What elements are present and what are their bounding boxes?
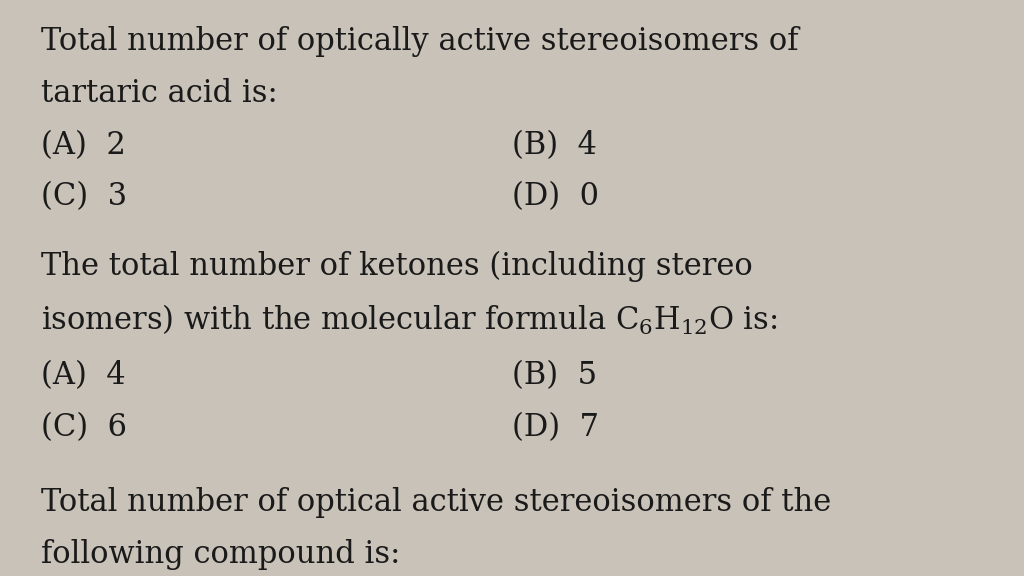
Text: (A)  4: (A) 4 <box>41 360 126 391</box>
Text: (A)  2: (A) 2 <box>41 130 126 161</box>
Text: following compound is:: following compound is: <box>41 539 400 570</box>
Text: The total number of ketones (including stereo: The total number of ketones (including s… <box>41 251 753 282</box>
Text: tartaric acid is:: tartaric acid is: <box>41 78 278 109</box>
Text: Total number of optical active stereoisomers of the: Total number of optical active stereoiso… <box>41 487 831 518</box>
Text: isomers) with the molecular formula $\mathregular{C_6H_{12}O}$ is:: isomers) with the molecular formula $\ma… <box>41 302 777 336</box>
Text: Total number of optically active stereoisomers of: Total number of optically active stereoi… <box>41 26 799 57</box>
Text: (D)  0: (D) 0 <box>512 181 599 213</box>
Text: (D)  7: (D) 7 <box>512 412 599 443</box>
Text: (C)  3: (C) 3 <box>41 181 127 213</box>
Text: (B)  5: (B) 5 <box>512 360 597 391</box>
Text: (B)  4: (B) 4 <box>512 130 597 161</box>
Text: (C)  6: (C) 6 <box>41 412 127 443</box>
